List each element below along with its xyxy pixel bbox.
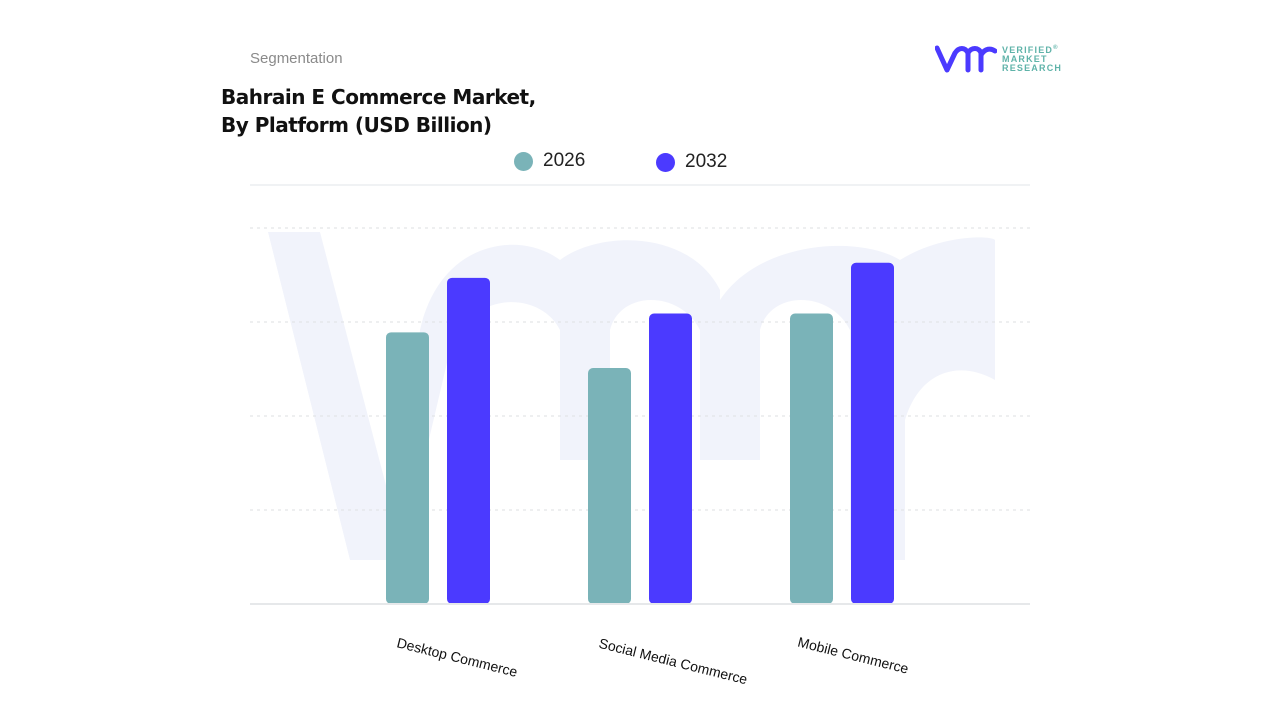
bar-desktop-commerce-2026 — [386, 332, 429, 604]
section-label: Segmentation — [250, 50, 343, 67]
chart-title-line2: By Platform (USD Billion) — [221, 113, 492, 137]
legend-label-2026: 2026 — [543, 150, 586, 171]
legend-item-2026: 2026 — [514, 150, 585, 172]
legend-swatch-2032 — [656, 152, 675, 172]
chart-title-line1: Bahrain E Commerce Market, — [221, 85, 536, 109]
vmr-logo-mark — [935, 45, 997, 72]
bar-social-media-commerce-2026 — [588, 368, 631, 604]
bar-mobile-commerce-2032 — [851, 262, 894, 604]
chart-title: Bahrain E Commerce Market, By Platform (… — [221, 83, 536, 139]
bar-desktop-commerce-2032 — [447, 277, 490, 604]
bar-mobile-commerce-2026 — [790, 313, 833, 604]
vmr-logo-text: VERIFIED® MARKET RESEARCH — [1002, 45, 1063, 73]
legend-swatch-2026 — [514, 151, 533, 171]
legend-item-2032: 2032 — [656, 151, 727, 173]
legend-label-2032: 2032 — [685, 151, 728, 172]
vmr-logo: VERIFIED® MARKET RESEARCH — [935, 44, 1062, 73]
x-tick-label: Social Media Commerce — [597, 635, 749, 687]
bar-social-media-commerce-2032 — [649, 313, 692, 604]
x-tick-label: Desktop Commerce — [395, 634, 519, 680]
x-tick-label: Mobile Commerce — [796, 634, 910, 677]
